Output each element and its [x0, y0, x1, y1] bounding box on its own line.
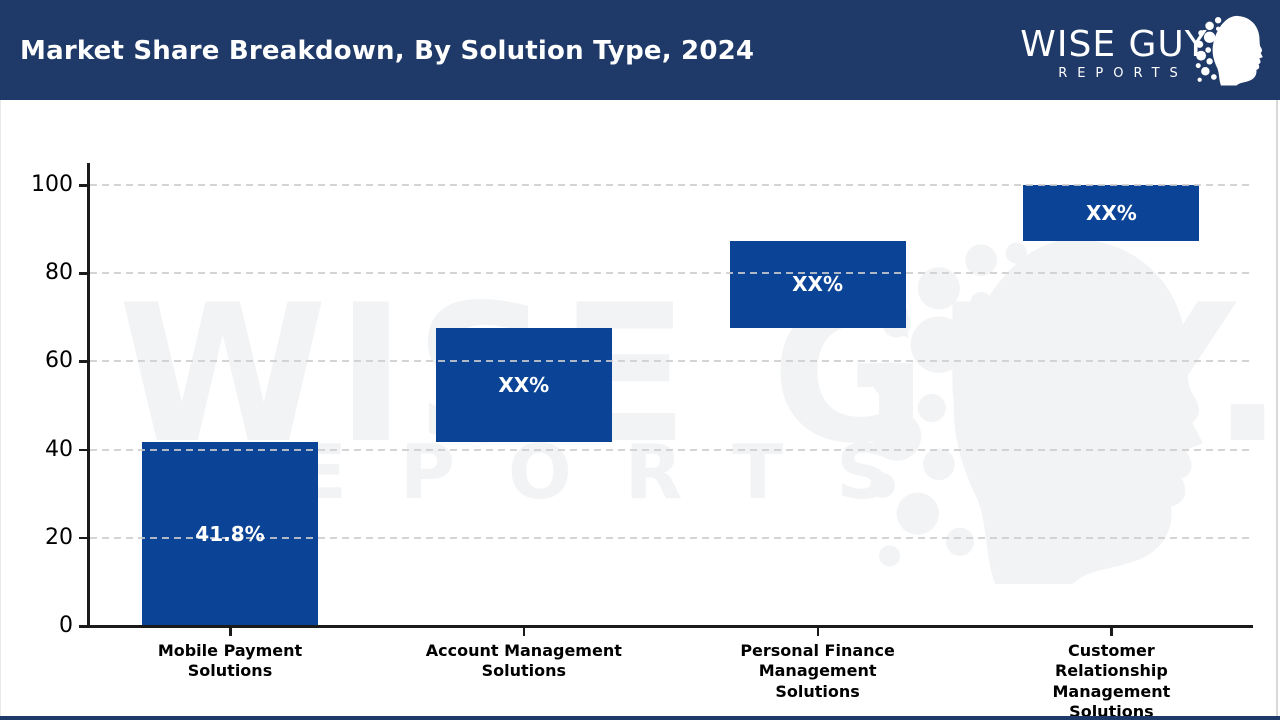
watermark-head-icon [870, 238, 1203, 584]
right-edge-line [1276, 100, 1278, 716]
gridline [90, 448, 1253, 451]
bar [1023, 185, 1200, 241]
y-tick-label: 80 [45, 260, 73, 286]
logo-subtitle: REPORTS [1058, 66, 1188, 81]
x-tick [229, 627, 232, 636]
bar [729, 240, 906, 328]
bar [435, 327, 612, 442]
logo: WISE GUY REPORTS [1016, 6, 1266, 94]
x-tick [816, 627, 820, 636]
bar-value-label: 41.8% [195, 521, 265, 546]
y-tick [79, 184, 88, 187]
bar-value-label: XX% [792, 272, 844, 297]
x-axis-label: Customer Relationship Management Solutio… [1052, 641, 1171, 720]
bottom-strip [0, 716, 1280, 720]
y-tick-label: 0 [59, 613, 73, 638]
gridline [90, 536, 1253, 539]
plot-area: 0 20 40 60 80 100 41.8% Mobile Payment Solution… [0, 100, 1280, 720]
y-tick [79, 360, 88, 363]
header-bar: Market Share Breakdown, By Solution Type… [0, 0, 1280, 100]
bar-value-label: XX% [498, 372, 550, 397]
x-axis-label: Account Management Solutions [425, 641, 622, 681]
y-tick [79, 625, 88, 628]
logo-head-icon [1195, 15, 1263, 86]
x-tick [522, 627, 526, 636]
y-tick-label: 40 [45, 436, 73, 462]
y-tick-label: 60 [45, 348, 73, 374]
left-edge-line [0, 100, 1, 716]
gridline [90, 184, 1253, 186]
bar [142, 441, 318, 626]
y-tick [79, 448, 88, 452]
x-axis-label: Personal Finance Management Solutions [740, 641, 895, 701]
bar-value-label: XX% [1085, 200, 1137, 225]
gridline [90, 360, 1253, 363]
gridline [90, 272, 1253, 275]
x-axis-label: Mobile Payment Solutions [157, 641, 303, 681]
page-title: Market Share Breakdown, By Solution Type… [20, 36, 755, 66]
x-axis-line [87, 625, 1253, 628]
y-tick [79, 536, 88, 540]
y-tick [79, 272, 88, 275]
y-axis-line [87, 163, 90, 628]
y-tick-label: 100 [31, 172, 73, 197]
x-tick [1110, 627, 1113, 636]
y-tick-label: 20 [45, 524, 73, 550]
logo-wordmark: WISE GUY [1020, 24, 1208, 65]
